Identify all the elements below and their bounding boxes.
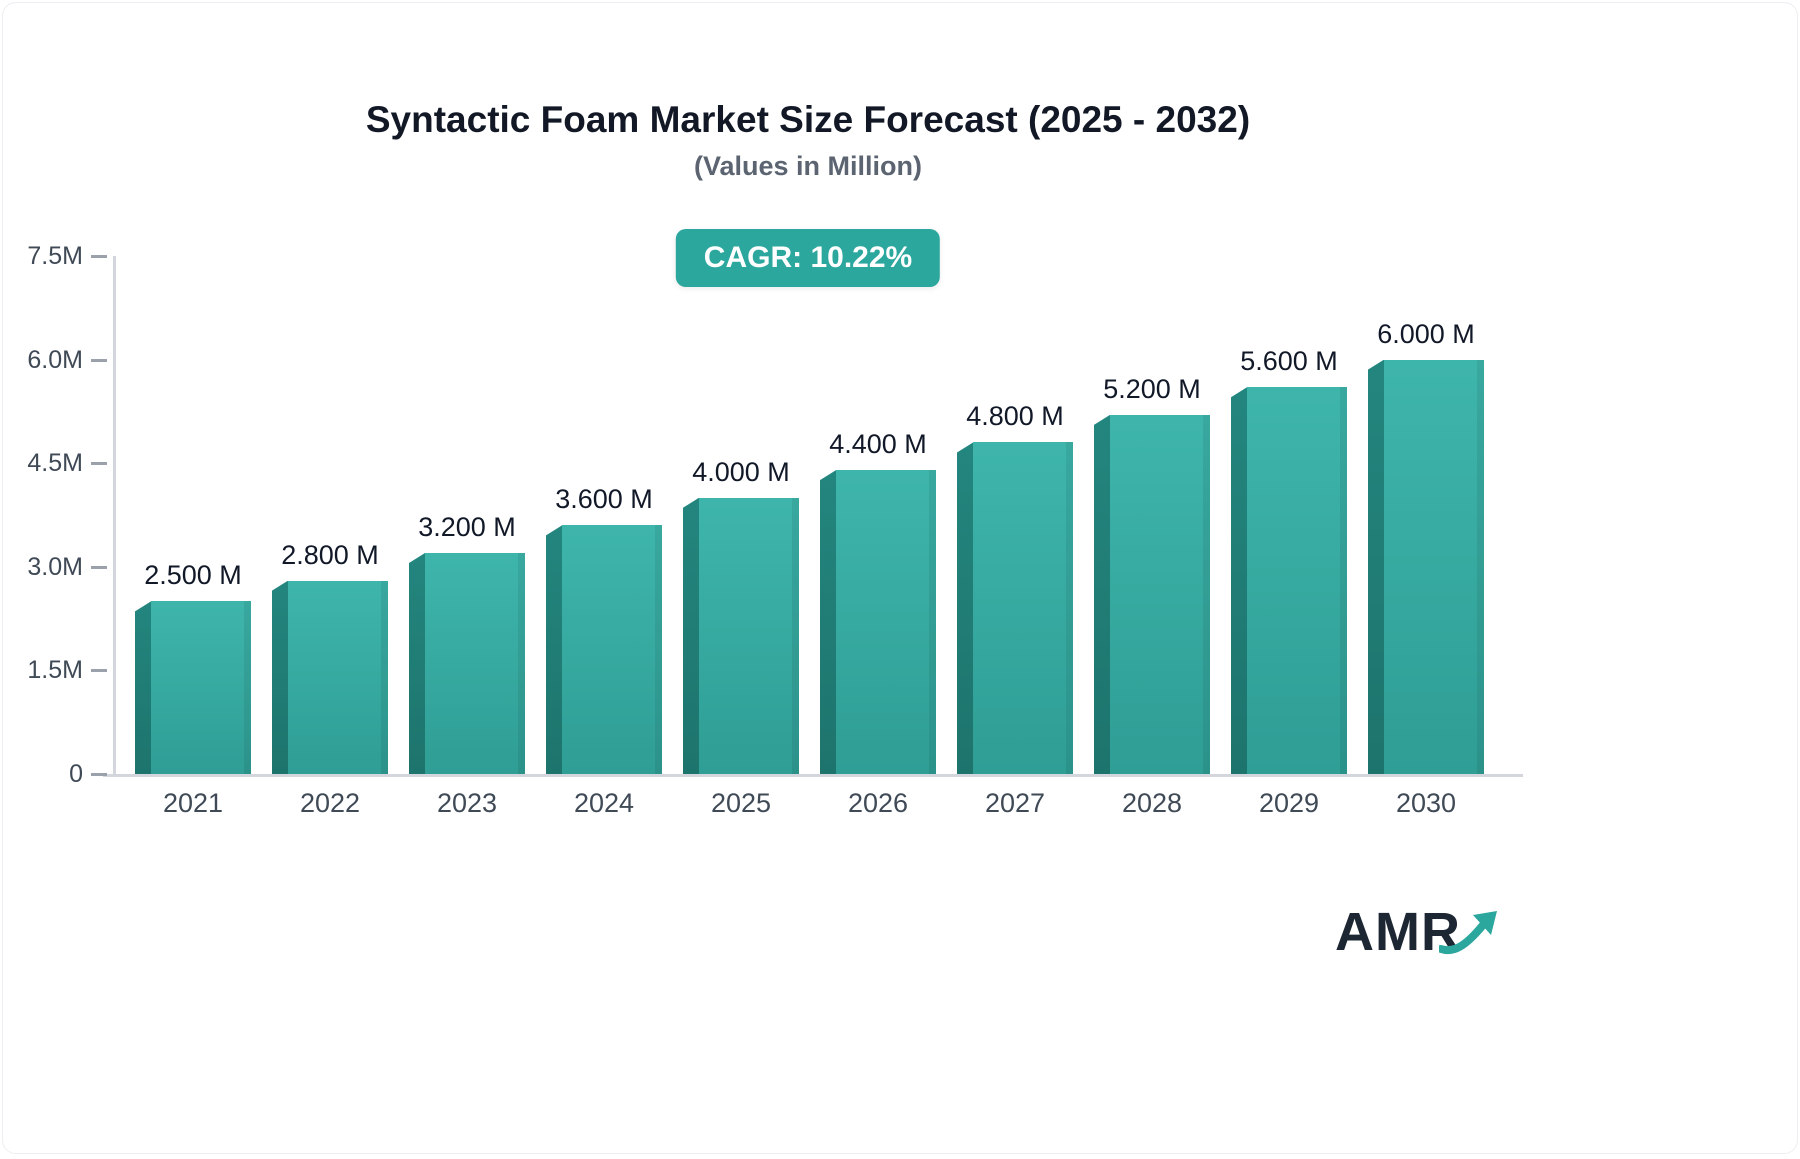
bar [1247, 387, 1347, 774]
y-axis-line [113, 256, 116, 774]
bar-group: 4.000 M 2025 [683, 3, 799, 1159]
y-axis-tick-mark [91, 669, 107, 673]
bar [973, 442, 1073, 774]
bar-group: 4.800 M 2027 [957, 3, 1073, 1159]
x-axis-label: 2025 [710, 788, 772, 818]
bar-group: 3.200 M 2023 [409, 3, 525, 1159]
x-axis-line [103, 774, 1523, 777]
bar-side-face [272, 580, 288, 774]
bar [562, 525, 662, 774]
x-axis-label: 2021 [162, 788, 224, 818]
bar [1384, 359, 1484, 774]
x-axis-label: 2027 [984, 788, 1046, 818]
bar-group: 5.200 M 2028 [1094, 3, 1210, 1159]
bar-value-label: 4.000 M [692, 456, 790, 487]
bar-group: 6.000 M 2030 [1368, 3, 1484, 1159]
bar-value-label: 2.500 M [144, 560, 242, 591]
bar-value-label: 6.000 M [1377, 318, 1475, 349]
bar [425, 553, 525, 774]
bar-value-label: 4.800 M [966, 401, 1064, 432]
amr-logo: AMR [1335, 901, 1505, 971]
y-axis-tick-mark [91, 565, 107, 569]
x-axis-label: 2026 [847, 788, 909, 818]
bar [836, 470, 936, 774]
x-axis-label: 2030 [1395, 788, 1457, 818]
bar-value-label: 5.200 M [1103, 373, 1201, 404]
bar-group: 4.400 M 2026 [820, 3, 936, 1159]
bar [151, 601, 251, 774]
bar [699, 497, 799, 774]
x-axis-label: 2023 [436, 788, 498, 818]
bar-value-label: 4.400 M [829, 429, 927, 460]
bar-group: 2.500 M 2021 [135, 3, 251, 1159]
y-axis-tick-label: 7.5M [27, 242, 83, 270]
bar-value-label: 3.600 M [555, 484, 653, 515]
y-axis-tick-mark [91, 773, 107, 776]
bar-side-face [1094, 414, 1110, 774]
bar-group: 3.600 M 2024 [546, 3, 662, 1159]
y-axis-tick-mark [91, 255, 107, 258]
bar-value-label: 2.800 M [281, 539, 379, 570]
y-axis-tick-label: 1.5M [27, 656, 83, 685]
chart-subtitle: (Values in Million) [693, 151, 923, 181]
bar-side-face [409, 553, 425, 774]
bar-group: 5.600 M 2029 [1231, 3, 1347, 1159]
chart-title: Syntactic Foam Market Size Forecast (202… [365, 99, 1251, 140]
y-axis-tick-label: 6.0M [27, 345, 83, 374]
y-axis-tick-label: 4.5M [27, 449, 83, 478]
x-axis-label: 2029 [1258, 788, 1320, 818]
growth-arrow-icon [1439, 911, 1497, 955]
y-axis-tick-mark [91, 358, 107, 362]
y-axis-tick-label: 0 [69, 760, 83, 788]
bar-side-face [135, 601, 151, 774]
x-axis-label: 2024 [573, 788, 635, 818]
bar-side-face [683, 497, 699, 774]
y-axis-tick-mark [91, 462, 107, 466]
x-axis-label: 2028 [1121, 788, 1183, 818]
cagr-badge: CAGR: 10.22% [675, 229, 941, 287]
bar-group: 2.800 M 2022 [272, 3, 388, 1159]
bar-value-label: 5.600 M [1240, 346, 1338, 377]
bar [288, 580, 388, 774]
bar-side-face [1231, 387, 1247, 774]
bar-value-label: 3.200 M [418, 512, 516, 542]
y-axis-tick-label: 3.0M [27, 552, 83, 581]
bar-side-face [957, 442, 973, 774]
bar-side-face [546, 525, 562, 774]
bar-side-face [1368, 359, 1384, 774]
bar [1110, 414, 1210, 774]
bar-side-face [820, 470, 836, 774]
x-axis-label: 2022 [299, 788, 361, 818]
